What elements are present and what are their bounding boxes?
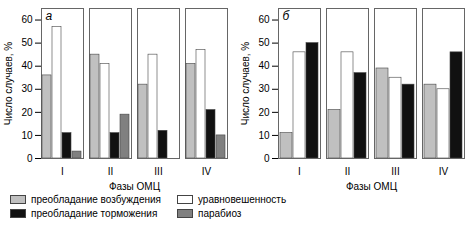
svg-text:60: 60	[258, 14, 270, 25]
svg-text:20: 20	[21, 107, 33, 118]
svg-text:Фазы ОМЦ: Фазы ОМЦ	[109, 181, 161, 192]
svg-text:10: 10	[258, 130, 270, 141]
svg-text:40: 40	[21, 60, 33, 71]
svg-text:50: 50	[258, 37, 270, 48]
svg-text:60: 60	[21, 14, 33, 25]
svg-text:30: 30	[258, 83, 270, 94]
svg-text:30: 30	[21, 83, 33, 94]
svg-text:Число случаев, %: Число случаев, %	[3, 42, 14, 126]
html-text:парабиоз: парабиоз	[198, 208, 242, 219]
html-text:преобладание торможения: преобладание торможения	[31, 208, 158, 219]
html-text:уравновешенность: уравновешенность	[198, 194, 287, 205]
svg-text:III: III	[154, 166, 162, 177]
svg-text:Фазы ОМЦ: Фазы ОМЦ	[346, 181, 398, 192]
svg-text:0: 0	[27, 153, 33, 164]
svg-text:40: 40	[258, 60, 270, 71]
svg-text:10: 10	[21, 130, 33, 141]
svg-text:III: III	[391, 166, 399, 177]
svg-text:II: II	[345, 166, 351, 177]
html-text:преобладание возбуждения: преобладание возбуждения	[31, 194, 161, 205]
svg-text:0: 0	[264, 153, 270, 164]
svg-text:IV: IV	[202, 166, 212, 177]
svg-text:20: 20	[258, 107, 270, 118]
svg-text:II: II	[108, 166, 114, 177]
svg-text:IV: IV	[439, 166, 449, 177]
svg-text:Число случаев, %: Число случаев, %	[240, 42, 251, 126]
svg-text:50: 50	[21, 37, 33, 48]
svg-text:I: I	[298, 166, 301, 177]
svg-text:I: I	[61, 166, 64, 177]
svg-text:б: б	[283, 9, 291, 23]
svg-text:а: а	[46, 9, 53, 23]
